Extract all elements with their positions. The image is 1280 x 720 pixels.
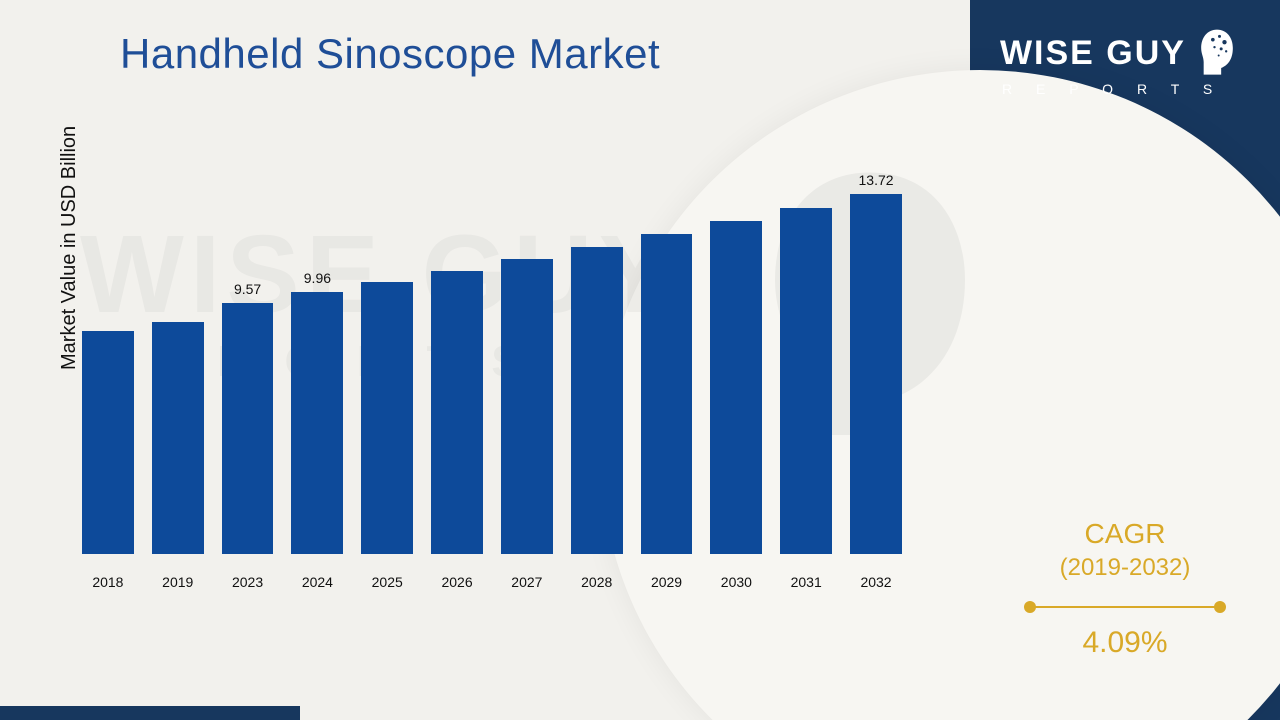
bar-rect bbox=[710, 221, 762, 554]
bar-2026 bbox=[431, 249, 483, 554]
chart-title: Handheld Sinoscope Market bbox=[120, 30, 660, 78]
x-tick: 2024 bbox=[291, 574, 343, 590]
bar-2032: 13.72 bbox=[850, 172, 902, 554]
bar-rect bbox=[780, 208, 832, 554]
bar-2029 bbox=[641, 212, 693, 554]
x-tick: 2031 bbox=[780, 574, 832, 590]
bar-value-label: 13.72 bbox=[859, 172, 894, 190]
bar-2030 bbox=[710, 199, 762, 554]
bar-2025 bbox=[361, 260, 413, 554]
cagr-period: (2019-2032) bbox=[1010, 554, 1240, 582]
bar-value-label: 9.96 bbox=[304, 270, 331, 288]
bar-2018 bbox=[82, 309, 134, 554]
bar-2023: 9.57 bbox=[222, 281, 274, 554]
bar-rect bbox=[431, 271, 483, 554]
bar-rect bbox=[291, 292, 343, 554]
x-tick: 2029 bbox=[641, 574, 693, 590]
bar-rect bbox=[571, 247, 623, 554]
x-axis: 2018 2019 2023 2024 2025 2026 2027 2028 2029 2030… bbox=[82, 574, 902, 590]
bar-2028 bbox=[571, 225, 623, 554]
bar-rect bbox=[361, 282, 413, 554]
x-tick: 2019 bbox=[152, 574, 204, 590]
bar-value-label: 9.57 bbox=[234, 281, 261, 299]
bar-rect bbox=[82, 331, 134, 554]
brand-logo-sub: R E P O R T S bbox=[1002, 82, 1242, 96]
x-tick: 2032 bbox=[850, 574, 902, 590]
brand-logo-main: WISE GUY bbox=[1000, 28, 1242, 78]
x-tick: 2025 bbox=[361, 574, 413, 590]
brand-logo-text: WISE GUY bbox=[1000, 36, 1186, 70]
x-tick: 2028 bbox=[571, 574, 623, 590]
brand-logo: WISE GUY R E P O R T S bbox=[1000, 28, 1242, 96]
bar-2024: 9.96 bbox=[291, 270, 343, 554]
brand-head-icon bbox=[1192, 28, 1242, 78]
bar-rect bbox=[850, 194, 902, 554]
x-tick: 2026 bbox=[431, 574, 483, 590]
bar-2031 bbox=[780, 186, 832, 554]
x-tick: 2023 bbox=[222, 574, 274, 590]
cagr-divider bbox=[1030, 606, 1220, 608]
x-tick: 2018 bbox=[82, 574, 134, 590]
x-tick: 2030 bbox=[710, 574, 762, 590]
cagr-title: CAGR bbox=[1010, 518, 1240, 550]
cagr-block: CAGR (2019-2032) 4.09% bbox=[1010, 518, 1240, 660]
bar-rect bbox=[222, 303, 274, 554]
bars-container: 9.57 9.96 13.72 bbox=[82, 160, 902, 554]
cagr-value: 4.09% bbox=[1010, 626, 1240, 660]
bar-chart: 9.579.9613.72 20182019202320242025202620… bbox=[82, 160, 902, 590]
bar-2027 bbox=[501, 237, 553, 554]
bar-2019 bbox=[152, 300, 204, 554]
bar-rect bbox=[641, 234, 693, 554]
bar-rect bbox=[501, 259, 553, 554]
y-axis-label: Market Value in USD Billion bbox=[58, 126, 81, 370]
bar-rect bbox=[152, 322, 204, 554]
x-tick: 2027 bbox=[501, 574, 553, 590]
stage: WISE GUY REPORTS Handheld Sinoscope Mark… bbox=[0, 0, 1280, 720]
bottom-accent-bar bbox=[0, 706, 300, 720]
